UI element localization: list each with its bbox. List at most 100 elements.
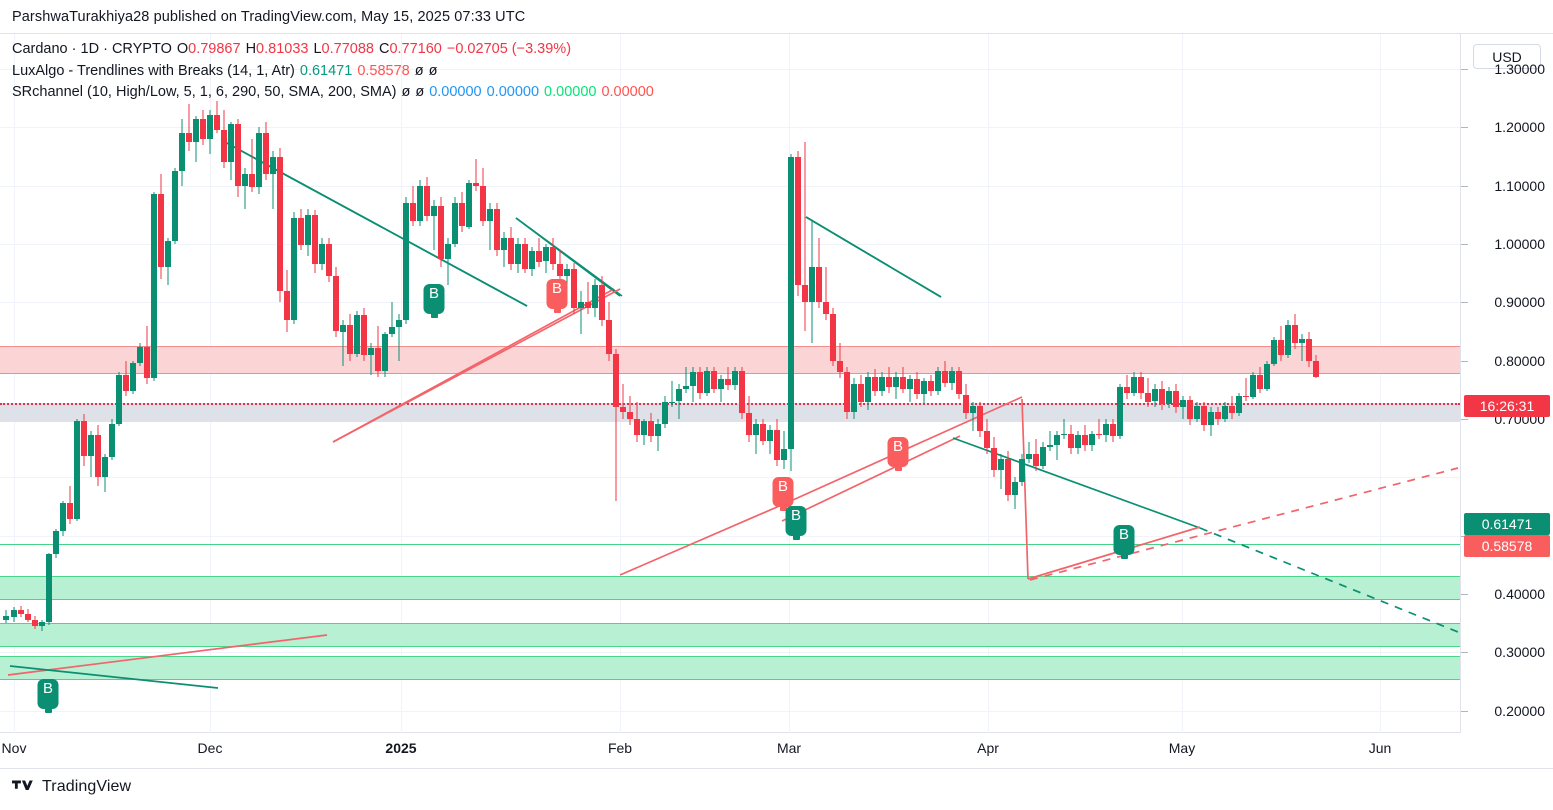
candlestick[interactable] — [1054, 34, 1060, 734]
candlestick[interactable] — [592, 34, 598, 734]
candlestick[interactable] — [1152, 34, 1158, 734]
candlestick[interactable] — [522, 34, 528, 734]
candlestick[interactable] — [704, 34, 710, 734]
candlestick[interactable] — [718, 34, 724, 734]
candlestick[interactable] — [1243, 34, 1249, 734]
candlestick[interactable] — [634, 34, 640, 734]
candlestick[interactable] — [1026, 34, 1032, 734]
candlestick[interactable] — [543, 34, 549, 734]
candlestick[interactable] — [802, 34, 808, 734]
candlestick[interactable] — [249, 34, 255, 734]
candlestick[interactable] — [767, 34, 773, 734]
trendline-red-solid-7[interactable] — [7, 634, 328, 676]
candlestick[interactable] — [739, 34, 745, 734]
trendline-red-uptrend-3[interactable] — [1027, 526, 1201, 580]
candlestick[interactable] — [46, 34, 52, 734]
candlestick[interactable] — [172, 34, 178, 734]
candlestick[interactable] — [431, 34, 437, 734]
candlestick[interactable] — [746, 34, 752, 734]
legend-row-srchannel[interactable]: SRchannel (10, High/Low, 5, 1, 6, 290, 5… — [12, 82, 654, 104]
candlestick[interactable] — [1201, 34, 1207, 734]
candlestick[interactable] — [1103, 34, 1109, 734]
candlestick[interactable] — [907, 34, 913, 734]
candlestick[interactable] — [340, 34, 346, 734]
candlestick[interactable] — [1187, 34, 1193, 734]
candlestick[interactable] — [858, 34, 864, 734]
candlestick[interactable] — [1033, 34, 1039, 734]
candlestick[interactable] — [452, 34, 458, 734]
candlestick[interactable] — [1005, 34, 1011, 734]
candlestick[interactable] — [697, 34, 703, 734]
candlestick[interactable] — [641, 34, 647, 734]
candlestick[interactable] — [81, 34, 87, 734]
candlestick[interactable] — [536, 34, 542, 734]
candlestick[interactable] — [67, 34, 73, 734]
candlestick[interactable] — [1124, 34, 1130, 734]
candlestick[interactable] — [669, 34, 675, 734]
candlestick[interactable] — [501, 34, 507, 734]
candlestick[interactable] — [60, 34, 66, 734]
candlestick[interactable] — [690, 34, 696, 734]
candlestick[interactable] — [396, 34, 402, 734]
candlestick[interactable] — [1019, 34, 1025, 734]
candlestick[interactable] — [844, 34, 850, 734]
trendline-teal-dashed-10[interactable] — [1199, 527, 1459, 633]
candlestick[interactable] — [151, 34, 157, 734]
trendline-teal-downtrend-2[interactable] — [515, 217, 623, 297]
candlestick[interactable] — [893, 34, 899, 734]
candlestick[interactable] — [564, 34, 570, 734]
candlestick[interactable] — [459, 34, 465, 734]
candlestick[interactable] — [1229, 34, 1235, 734]
candlestick[interactable] — [39, 34, 45, 734]
time-axis[interactable]: Nov Dec 2025 Feb Mar Apr May Jun — [0, 733, 1553, 769]
candlestick[interactable] — [214, 34, 220, 734]
luxalgo-upper-price-chip[interactable]: 0.61471 — [1464, 513, 1550, 535]
candlestick[interactable] — [1131, 34, 1137, 734]
candlestick[interactable] — [270, 34, 276, 734]
trendline-red-solid-5[interactable] — [781, 435, 961, 522]
candlestick[interactable] — [1110, 34, 1116, 734]
legend-interval[interactable]: 1D — [80, 41, 100, 57]
candlestick[interactable] — [284, 34, 290, 734]
candlestick[interactable] — [494, 34, 500, 734]
trendline-red-solid-6[interactable] — [1021, 398, 1029, 580]
candlestick[interactable] — [550, 34, 556, 734]
break-label-bear[interactable]: B — [546, 279, 568, 309]
candlestick[interactable] — [991, 34, 997, 734]
break-label-bull[interactable]: B — [423, 284, 445, 314]
candlestick[interactable] — [410, 34, 416, 734]
candlestick[interactable] — [473, 34, 479, 734]
candlestick[interactable] — [1117, 34, 1123, 734]
candlestick[interactable] — [648, 34, 654, 734]
candlestick[interactable] — [277, 34, 283, 734]
candlestick[interactable] — [1306, 34, 1312, 734]
candlestick[interactable] — [25, 34, 31, 734]
candlestick[interactable] — [1166, 34, 1172, 734]
candlestick[interactable] — [830, 34, 836, 734]
candlestick[interactable] — [256, 34, 262, 734]
candlestick[interactable] — [242, 34, 248, 734]
candlestick[interactable] — [613, 34, 619, 734]
candlestick[interactable] — [935, 34, 941, 734]
candlestick[interactable] — [1222, 34, 1228, 734]
candlestick[interactable] — [1096, 34, 1102, 734]
candlestick[interactable] — [1257, 34, 1263, 734]
candlestick[interactable] — [620, 34, 626, 734]
trendline-red-uptrend-2[interactable] — [332, 288, 621, 443]
candlestick[interactable] — [32, 34, 38, 734]
candlestick[interactable] — [984, 34, 990, 734]
candlestick[interactable] — [865, 34, 871, 734]
candlestick[interactable] — [585, 34, 591, 734]
candlestick[interactable] — [1012, 34, 1018, 734]
candlestick[interactable] — [235, 34, 241, 734]
candlestick[interactable] — [942, 34, 948, 734]
candlestick[interactable] — [305, 34, 311, 734]
trendline-teal-solid-8[interactable] — [9, 665, 219, 689]
candlestick[interactable] — [1047, 34, 1053, 734]
candlestick[interactable] — [1292, 34, 1298, 734]
candlestick[interactable] — [760, 34, 766, 734]
candlestick[interactable] — [18, 34, 24, 734]
candlestick[interactable] — [753, 34, 759, 734]
candlestick[interactable] — [557, 34, 563, 734]
candlestick[interactable] — [627, 34, 633, 734]
